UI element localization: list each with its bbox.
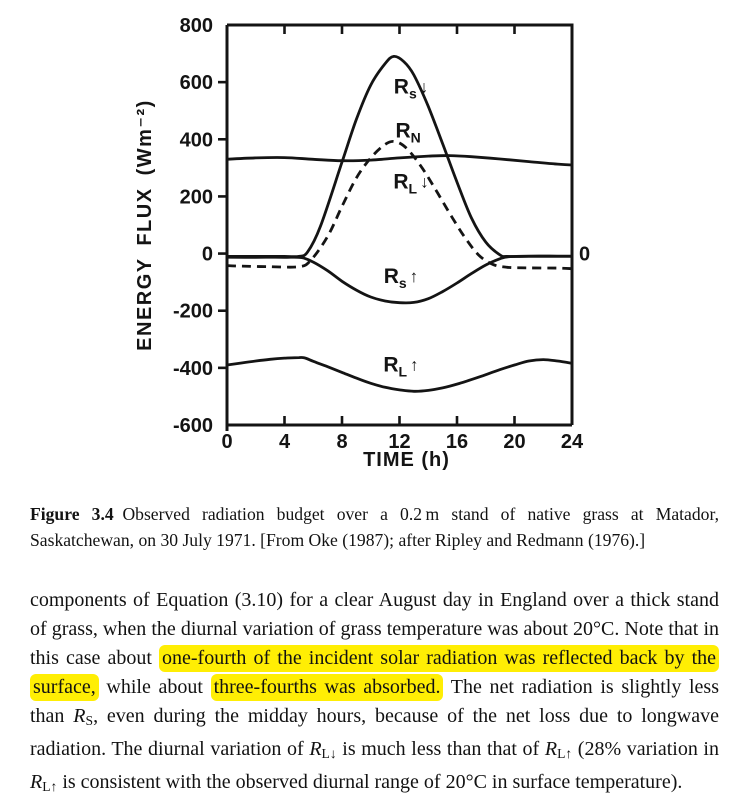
curve-label-subscript: L bbox=[398, 363, 407, 379]
paragraph-segment: , even during the midday hours, because … bbox=[30, 705, 719, 760]
curve-label-main: R bbox=[393, 171, 408, 194]
curve-label-subscript: s bbox=[399, 275, 407, 291]
paragraph-segment: L↑ bbox=[557, 745, 573, 761]
curve-RL-up bbox=[226, 356, 573, 393]
y-tick-label: 200 bbox=[180, 186, 213, 208]
textbook-page: { "colors": { "ink": "#141414", "highlig… bbox=[30, 15, 720, 794]
caption-segment: Figure 3.4 bbox=[30, 503, 114, 524]
x-axis-title: TIME (h) bbox=[363, 449, 450, 471]
curve-RS-down bbox=[226, 54, 572, 259]
paragraph-segment: L↓ bbox=[321, 745, 337, 761]
x-tick-label: 0 bbox=[221, 431, 232, 453]
curve-label-subscript: s bbox=[409, 85, 417, 101]
x-tick-label: 12 bbox=[388, 431, 410, 453]
curve-label-RS-down: Rs ↓ bbox=[394, 75, 428, 101]
x-tick-label: 20 bbox=[503, 431, 525, 453]
caption-segment: Observed radiation budget over a 0.2 m s… bbox=[30, 503, 719, 550]
paragraph-segment: S bbox=[85, 712, 94, 728]
curve-label-RS-up: Rs ↑ bbox=[384, 265, 418, 291]
curve-RN bbox=[226, 139, 573, 271]
y-tick-label: 800 bbox=[180, 15, 213, 37]
paragraph-segment: L↑ bbox=[42, 778, 58, 794]
y-tick-label: 600 bbox=[180, 72, 213, 94]
y-tick-label: 0 bbox=[202, 244, 213, 266]
curve-label-main: R bbox=[394, 75, 409, 98]
curve-label-RN: RN bbox=[395, 120, 420, 146]
curve-RL-down bbox=[226, 154, 573, 167]
paragraph-segment: components of Equation (3.10) for a clea… bbox=[30, 589, 719, 669]
paragraph-segment: R bbox=[30, 770, 43, 793]
curve-RS-up bbox=[226, 254, 572, 305]
curve-label-main: R bbox=[383, 353, 398, 376]
y-tick-label: -600 bbox=[173, 415, 213, 437]
x-tick-label: 16 bbox=[446, 431, 468, 453]
paragraph-highlight: three-fourths was absorbed. bbox=[210, 674, 444, 701]
paragraph-segment: is much less than that of bbox=[336, 737, 545, 760]
y-tick-label: -200 bbox=[173, 301, 213, 323]
down-arrow-icon: ↓ bbox=[420, 173, 429, 192]
paragraph-segment: (28% variation in bbox=[572, 737, 719, 760]
y-tick-label: 400 bbox=[180, 129, 213, 151]
paragraph-segment: R bbox=[73, 705, 86, 727]
paragraph-segment: while about bbox=[98, 676, 211, 698]
x-tick-label: 4 bbox=[279, 431, 291, 453]
curve-label-RL-up: RL ↑ bbox=[383, 353, 418, 379]
down-arrow-icon: ↓ bbox=[420, 77, 429, 96]
x-tick-label: 8 bbox=[336, 431, 347, 453]
y-axis-title: ENERGY FLUX (Wm⁻²) bbox=[134, 99, 156, 351]
curve-label-subscript: L bbox=[409, 181, 418, 197]
figure-caption: Figure 3.4 Observed radiation budget ove… bbox=[30, 501, 719, 553]
x-tick-label: 24 bbox=[561, 431, 584, 453]
curve-label-main: R bbox=[384, 265, 399, 288]
radiation-budget-figure: 800 600 400 200 0 -200 -400 -600 0 4 8 12 16 20 24 0 TIM… bbox=[134, 15, 590, 471]
paragraph-segment: R bbox=[309, 737, 322, 760]
body-paragraph: components of Equation (3.10) for a clea… bbox=[30, 586, 720, 801]
paragraph-segment: The net radiation is slightly less than bbox=[30, 676, 719, 727]
curve-label-main: R bbox=[395, 120, 410, 143]
radiation-budget-chart: 800 600 400 200 0 -200 -400 -600 0 4 8 12 16 20 24 0 TIM… bbox=[134, 15, 590, 471]
up-arrow-icon: ↑ bbox=[410, 267, 419, 286]
curve-label-subscript: N bbox=[411, 130, 421, 146]
paragraph-segment: is consistent with the observed diurnal … bbox=[57, 770, 683, 793]
y-tick-label: -400 bbox=[173, 358, 213, 380]
curve-label-RL-down: RL ↓ bbox=[393, 171, 428, 197]
up-arrow-icon: ↑ bbox=[410, 355, 419, 374]
right-zero-label: 0 bbox=[579, 244, 590, 266]
paragraph-segment: R bbox=[544, 737, 558, 760]
